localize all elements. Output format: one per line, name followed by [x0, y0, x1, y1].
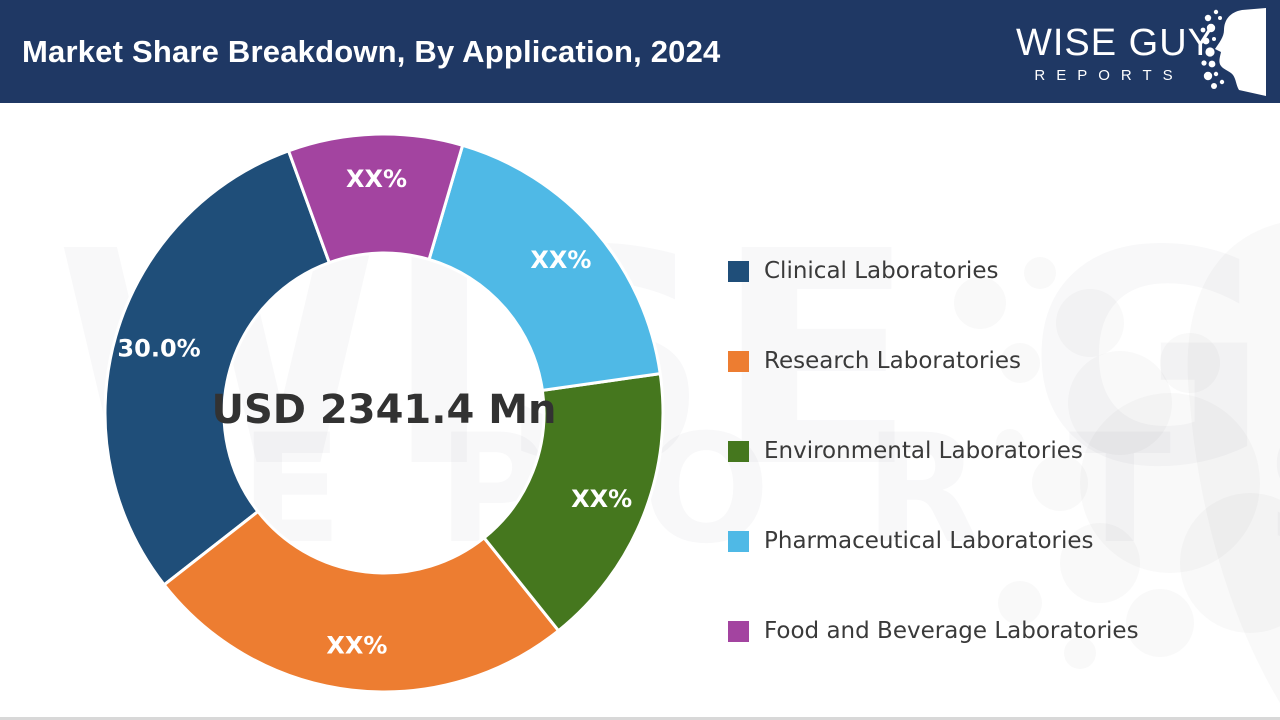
legend-item-food-beverage: Food and Beverage Laboratories — [728, 618, 1139, 644]
segment-value-label: 30.0% — [117, 335, 200, 363]
header-bar: Market Share Breakdown, By Application, … — [0, 0, 1280, 103]
donut-segment-food-and-beverage-laboratories — [287, 132, 465, 265]
segment-value-label: XX% — [571, 485, 632, 513]
legend-label-environmental: Environmental Laboratories — [764, 438, 1083, 464]
legend-swatch-clinical — [728, 260, 749, 282]
dotted-face-icon — [1200, 8, 1266, 96]
legend-item-research: Research Laboratories — [728, 348, 1139, 374]
bottom-border — [0, 717, 1280, 720]
wise-guy-reports-logo: WISE GUY REPORTS — [1016, 8, 1266, 96]
legend-label-food-beverage: Food and Beverage Laboratories — [764, 618, 1139, 644]
legend-swatch-research — [728, 350, 749, 372]
legend-label-research: Research Laboratories — [764, 348, 1022, 374]
legend-swatch-environmental — [728, 440, 749, 462]
legend-label-clinical: Clinical Laboratories — [764, 258, 999, 284]
segment-value-label: XX% — [346, 165, 407, 193]
legend-item-clinical: Clinical Laboratories — [728, 258, 1139, 284]
logo-text: WISE GUY REPORTS — [1016, 22, 1215, 84]
segment-value-label: XX% — [326, 631, 387, 659]
donut-center-value: USD 2341.4 Mn — [211, 387, 557, 433]
logo-reports-text: REPORTS — [1034, 67, 1184, 84]
segment-value-label: XX% — [530, 246, 591, 274]
legend-swatch-food-beverage — [728, 620, 749, 642]
chart-legend: Clinical Laboratories Research Laborator… — [728, 258, 1139, 708]
logo-wiseguy-text: WISE GUY — [1016, 22, 1215, 64]
page-title: Market Share Breakdown, By Application, … — [22, 33, 721, 69]
legend-swatch-pharmaceutical — [728, 530, 749, 552]
legend-label-pharmaceutical: Pharmaceutical Laboratories — [764, 528, 1094, 554]
donut-segment-clinical-laboratories — [103, 149, 331, 587]
donut-chart: 30.0% XX% XX% XX% XX% — [103, 132, 665, 694]
legend-item-pharmaceutical: Pharmaceutical Laboratories — [728, 528, 1139, 554]
donut-segment-research-laboratories — [162, 510, 561, 694]
donut-segment-pharmaceutical-laboratories — [427, 143, 662, 392]
donut-segment-environmental-laboratories — [482, 372, 665, 633]
legend-item-environmental: Environmental Laboratories — [728, 438, 1139, 464]
